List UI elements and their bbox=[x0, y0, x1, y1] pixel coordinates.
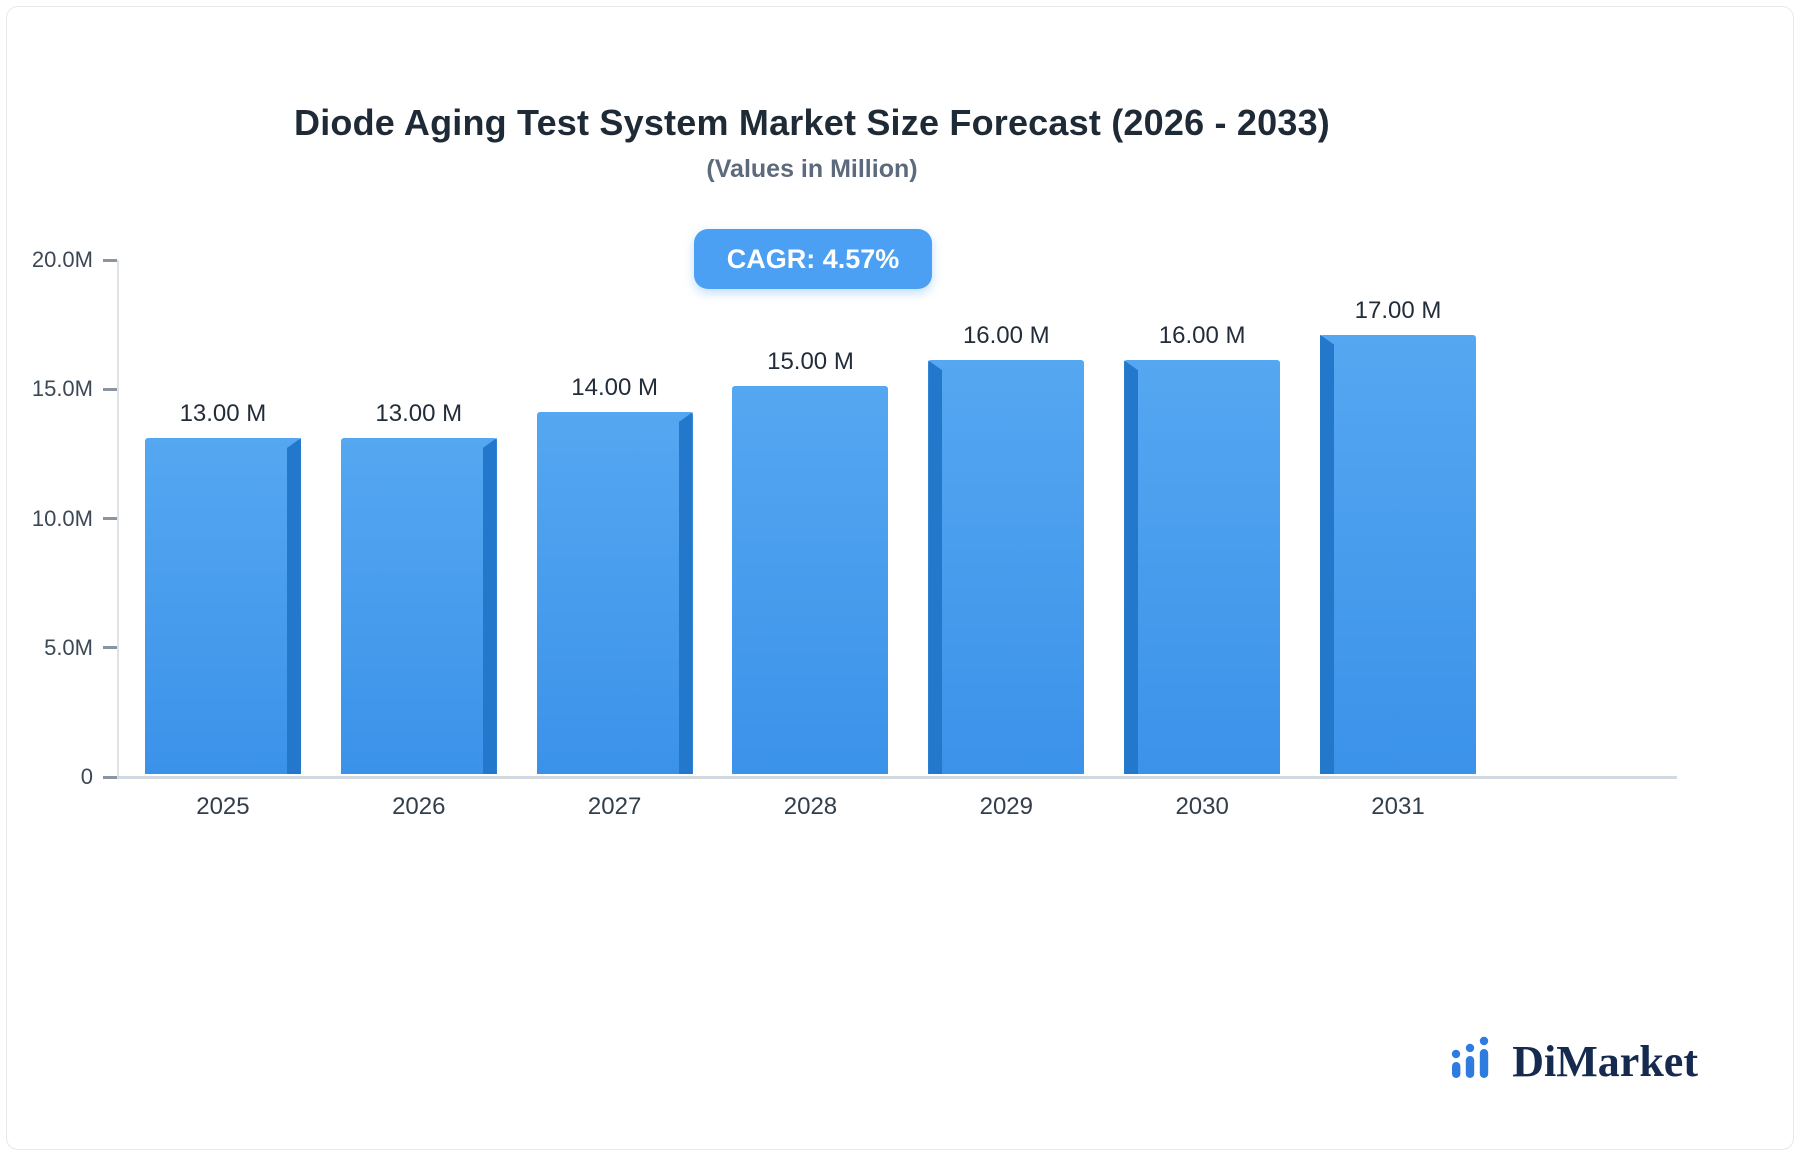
plot-area: 13.00 M 13.00 M 14.00 M 15.00 M 16.00 M 16.00… bbox=[32, 247, 1677, 820]
y-axis-tick: 10.0M bbox=[29, 506, 117, 532]
x-axis-label: 2026 bbox=[392, 793, 446, 820]
cagr-badge-label: CAGR: 4.57% bbox=[726, 243, 900, 274]
y-axis-tick-mark bbox=[103, 387, 117, 391]
bar-slot: 17.00 M bbox=[1313, 257, 1483, 774]
bar-slot: 15.00 M bbox=[725, 257, 895, 774]
bar bbox=[1124, 360, 1281, 774]
bar-value-label: 15.00 M bbox=[767, 348, 854, 376]
y-axis-line bbox=[117, 260, 119, 777]
bar bbox=[144, 437, 301, 774]
x-axis-labels: 2025 2026 2027 2028 2029 2030 2031 bbox=[125, 793, 1496, 821]
y-axis-tick-mark bbox=[103, 775, 117, 779]
y-axis-tick-mark bbox=[103, 517, 117, 520]
y-axis-tick: 5.0M bbox=[29, 635, 117, 661]
bar-slot: 14.00 M bbox=[530, 257, 700, 774]
y-axis-tick-mark bbox=[103, 646, 117, 650]
brand-logo-text: DiMarket bbox=[1512, 1037, 1698, 1086]
bar-value-label: 16.00 M bbox=[1158, 322, 1246, 350]
bar bbox=[536, 412, 693, 774]
bar-value-label: 14.00 M bbox=[571, 374, 658, 402]
chart-subtitle: (Values in Million) bbox=[706, 155, 918, 183]
x-axis-label: 2029 bbox=[979, 793, 1033, 820]
chart-card: Diode Aging Test System Market Size Fore… bbox=[6, 6, 1794, 1150]
bar-slot: 13.00 M bbox=[138, 257, 308, 774]
bar-slot: 16.00 M bbox=[1117, 257, 1287, 774]
bars-container: 13.00 M 13.00 M 14.00 M 15.00 M 16.00 M 16.00… bbox=[125, 257, 1496, 774]
bar bbox=[732, 386, 889, 774]
bar-slot: 16.00 M bbox=[921, 257, 1091, 774]
x-axis-label: 2031 bbox=[1371, 793, 1425, 820]
x-axis-label: 2030 bbox=[1175, 793, 1229, 820]
y-axis-tick-mark bbox=[103, 258, 117, 262]
y-axis-tick-label: 10.0M bbox=[31, 505, 93, 531]
bar bbox=[928, 360, 1085, 774]
x-axis-label: 2028 bbox=[783, 793, 838, 820]
chart-title: Diode Aging Test System Market Size Fore… bbox=[294, 102, 1330, 143]
y-axis-tick: 20.0M bbox=[29, 247, 117, 273]
bar bbox=[1319, 334, 1476, 774]
bar-value-label: 17.00 M bbox=[1354, 296, 1442, 324]
y-axis-tick-label: 0 bbox=[80, 764, 93, 789]
bar-value-label: 13.00 M bbox=[375, 399, 463, 427]
y-axis-tick: 0 bbox=[29, 764, 117, 790]
y-axis-tick-label: 5.0M bbox=[44, 634, 93, 660]
bar bbox=[340, 437, 497, 774]
bar-chart-logo-icon bbox=[1452, 1036, 1489, 1078]
bar-value-label: 13.00 M bbox=[179, 399, 267, 427]
x-axis-line bbox=[117, 776, 1677, 779]
cagr-badge: CAGR: 4.57% bbox=[694, 229, 932, 289]
brand-logo: DiMarket bbox=[1446, 1032, 1698, 1084]
y-axis-tick: 15.0M bbox=[29, 376, 117, 402]
x-axis-label: 2027 bbox=[587, 793, 642, 820]
bar-slot: 13.00 M bbox=[334, 257, 504, 774]
y-axis-tick-label: 15.0M bbox=[31, 376, 93, 402]
y-axis-tick-label: 20.0M bbox=[31, 247, 93, 272]
bar-value-label: 16.00 M bbox=[962, 322, 1050, 350]
x-axis-label: 2025 bbox=[196, 793, 250, 820]
